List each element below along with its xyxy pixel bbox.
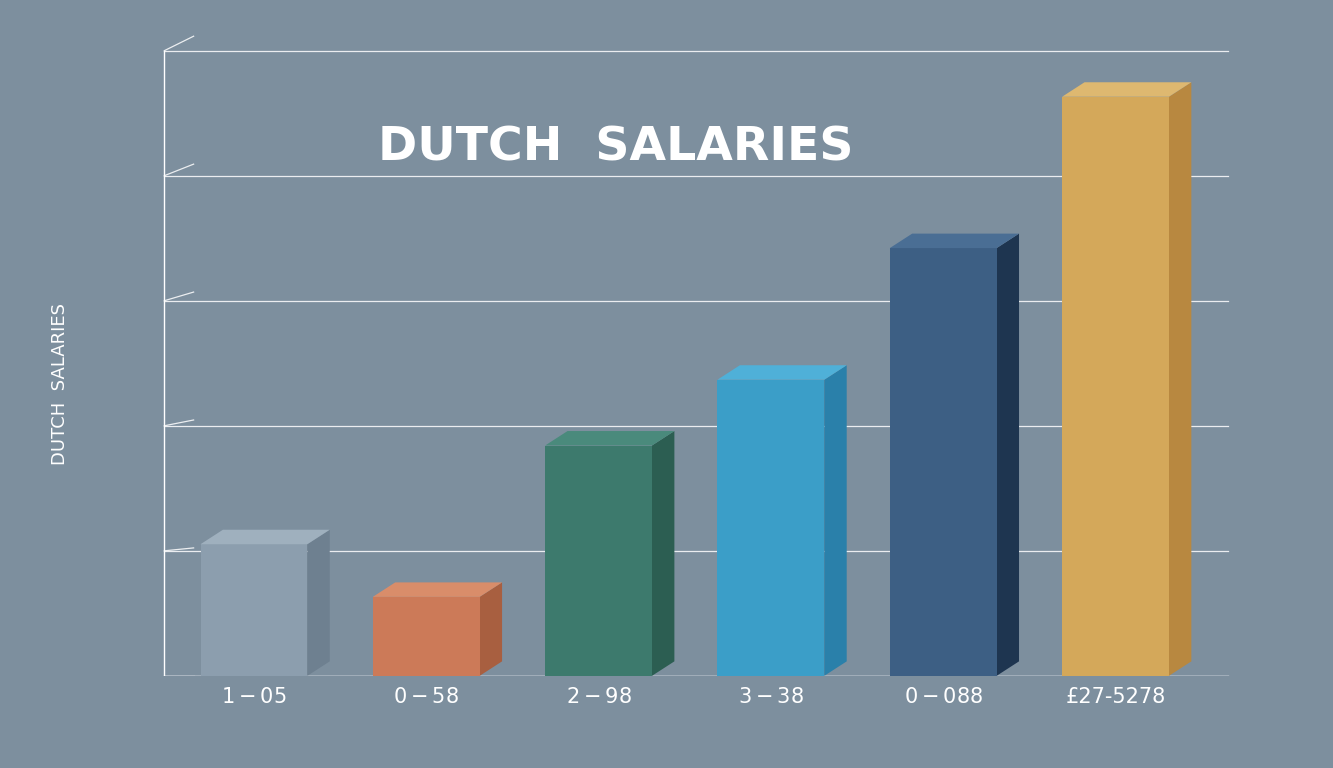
Polygon shape (717, 379, 824, 676)
Polygon shape (997, 233, 1018, 676)
Polygon shape (545, 431, 674, 445)
Polygon shape (652, 431, 674, 676)
Polygon shape (717, 366, 846, 379)
Polygon shape (890, 233, 1018, 248)
Polygon shape (200, 530, 329, 545)
Polygon shape (1062, 82, 1192, 97)
Text: DUTCH  SALARIES: DUTCH SALARIES (379, 126, 853, 170)
Text: DUTCH  SALARIES: DUTCH SALARIES (51, 303, 69, 465)
Polygon shape (824, 366, 846, 676)
Polygon shape (373, 597, 480, 676)
Polygon shape (480, 582, 503, 676)
Polygon shape (1169, 82, 1192, 676)
Polygon shape (545, 445, 652, 676)
Polygon shape (200, 545, 308, 676)
Polygon shape (373, 582, 503, 597)
Polygon shape (308, 530, 329, 676)
Polygon shape (1062, 97, 1169, 676)
Polygon shape (890, 248, 997, 676)
